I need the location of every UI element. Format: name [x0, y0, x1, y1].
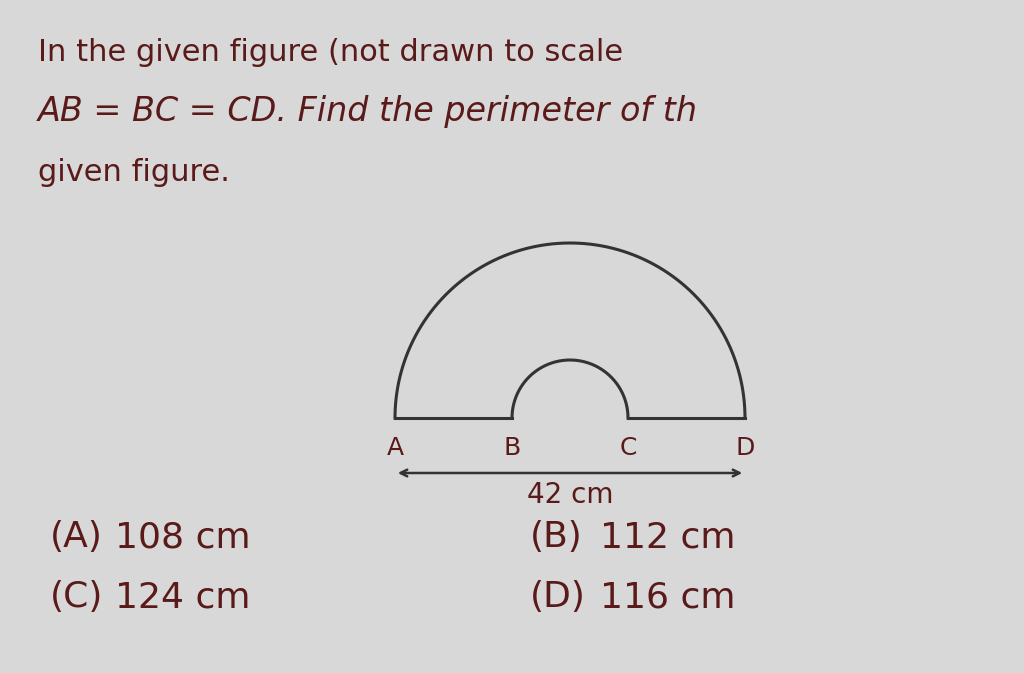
Text: given figure.: given figure.	[38, 158, 229, 187]
Text: In the given figure (not drawn to scale: In the given figure (not drawn to scale	[38, 38, 624, 67]
Text: (C): (C)	[50, 580, 103, 614]
Text: (B): (B)	[530, 520, 583, 554]
Text: AB = BC = CD. Find the perimeter of th: AB = BC = CD. Find the perimeter of th	[38, 95, 698, 128]
Text: 42 cm: 42 cm	[526, 481, 613, 509]
Text: D: D	[735, 436, 755, 460]
Text: A: A	[386, 436, 403, 460]
Text: C: C	[620, 436, 637, 460]
Text: 124 cm: 124 cm	[115, 580, 251, 614]
Text: B: B	[504, 436, 520, 460]
Text: (D): (D)	[530, 580, 586, 614]
Text: 116 cm: 116 cm	[600, 580, 735, 614]
Text: 108 cm: 108 cm	[115, 520, 251, 554]
Text: (A): (A)	[50, 520, 102, 554]
Text: 112 cm: 112 cm	[600, 520, 735, 554]
